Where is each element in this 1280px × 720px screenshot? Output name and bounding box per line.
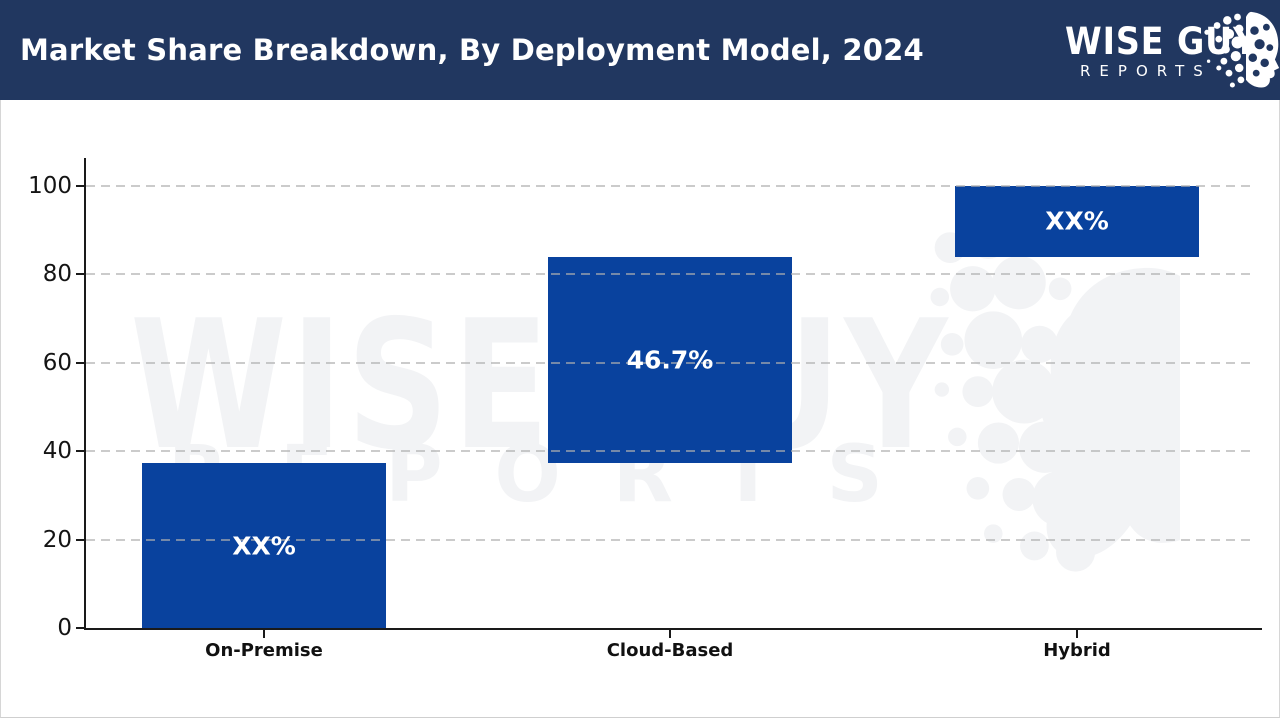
y-tick-label: 0 [57, 615, 72, 641]
y-tick [76, 627, 84, 629]
y-tick-label: 60 [42, 349, 72, 376]
wise-guy-logo: WISE GUY REPORTS [1020, 0, 1280, 100]
x-tick [1076, 630, 1078, 638]
gridline-20 [86, 538, 1256, 541]
chart-title: Market Share Breakdown, By Deployment Mo… [20, 33, 924, 67]
y-tick-label: 20 [42, 526, 72, 553]
gridline-100 [86, 185, 1256, 187]
y-tick [76, 450, 84, 453]
logo-subtext: REPORTS [1080, 62, 1212, 80]
y-tick [76, 538, 84, 541]
watermark-wordmark: WISE GUY [130, 282, 951, 489]
bar-value-label: XX% [232, 531, 296, 561]
x-tick [263, 630, 265, 638]
x-tick [669, 630, 671, 638]
gridline-40 [86, 450, 1256, 453]
y-tick [76, 185, 84, 187]
watermark-head-icon [930, 225, 1180, 572]
bar-value-label: XX% [1045, 206, 1109, 236]
y-axis-line [84, 158, 86, 630]
gridline-60 [86, 361, 1256, 364]
bar-hybrid [955, 186, 1199, 257]
x-tick-label: On-Premise [205, 640, 323, 661]
x-tick-label: Hybrid [1043, 640, 1111, 661]
bar-on-premise [142, 463, 386, 628]
x-axis-line [84, 628, 1262, 630]
bar-value-label: 46.7% [626, 345, 714, 375]
y-tick-label: 100 [28, 173, 72, 199]
bar-cloud-based [548, 256, 792, 464]
header-band: Market Share Breakdown, By Deployment Mo… [0, 0, 1280, 100]
y-tick-label: 80 [42, 261, 72, 288]
logo-head-icon [1204, 11, 1280, 88]
gridline-80 [86, 273, 1256, 276]
y-tick [76, 361, 84, 364]
logo-wordmark: WISE GUY [1065, 20, 1259, 63]
y-tick-label: 40 [42, 438, 72, 465]
x-tick-label: Cloud-Based [606, 640, 734, 661]
y-tick [76, 273, 84, 276]
